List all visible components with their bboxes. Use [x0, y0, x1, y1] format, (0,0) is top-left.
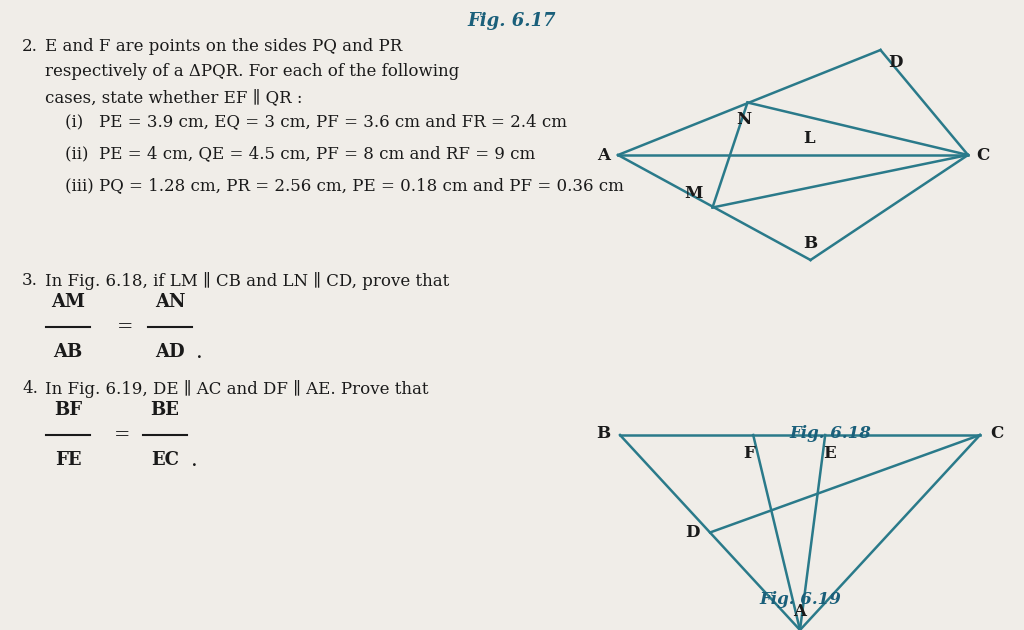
Text: AM: AM — [51, 293, 85, 311]
Text: AN: AN — [155, 293, 185, 311]
Text: 3.: 3. — [22, 272, 38, 289]
Text: 4.: 4. — [22, 380, 38, 397]
Text: In Fig. 6.18, if LM ∥ CB and LN ∥ CD, prove that: In Fig. 6.18, if LM ∥ CB and LN ∥ CD, pr… — [45, 272, 450, 290]
Text: A: A — [597, 147, 610, 164]
Text: AB: AB — [53, 343, 83, 361]
Text: (ii)  PE = 4 cm, QE = 4.5 cm, PF = 8 cm and RF = 9 cm: (ii) PE = 4 cm, QE = 4.5 cm, PF = 8 cm a… — [65, 145, 536, 162]
Text: C: C — [976, 147, 989, 164]
Text: E and F are points on the sides PQ and PR
respectively of a ΔPQR. For each of th: E and F are points on the sides PQ and P… — [45, 38, 459, 106]
Text: =: = — [117, 318, 133, 336]
Text: .: . — [191, 451, 198, 470]
Text: M: M — [684, 185, 702, 202]
Text: =: = — [114, 426, 130, 444]
Text: C: C — [990, 425, 1004, 442]
Text: AD: AD — [156, 343, 184, 361]
Text: BF: BF — [54, 401, 82, 419]
Text: EC: EC — [151, 451, 179, 469]
Text: D: D — [685, 524, 700, 541]
Text: (i)   PE = 3.9 cm, EQ = 3 cm, PF = 3.6 cm and FR = 2.4 cm: (i) PE = 3.9 cm, EQ = 3 cm, PF = 3.6 cm … — [65, 113, 567, 130]
Text: (iii) PQ = 1.28 cm, PR = 2.56 cm, PE = 0.18 cm and PF = 0.36 cm: (iii) PQ = 1.28 cm, PR = 2.56 cm, PE = 0… — [65, 177, 624, 194]
Text: In Fig. 6.19, DE ∥ AC and DF ∥ AE. Prove that: In Fig. 6.19, DE ∥ AC and DF ∥ AE. Prove… — [45, 380, 428, 398]
Text: D: D — [889, 54, 903, 71]
Text: Fig. 6.19: Fig. 6.19 — [759, 591, 841, 608]
Text: Fig. 6.18: Fig. 6.18 — [790, 425, 871, 442]
Text: B: B — [596, 425, 610, 442]
Text: A: A — [794, 603, 807, 620]
Text: E: E — [823, 445, 836, 462]
Text: N: N — [736, 110, 751, 127]
Text: .: . — [196, 343, 203, 362]
Text: BE: BE — [151, 401, 179, 419]
Text: B: B — [804, 235, 817, 252]
Text: FE: FE — [54, 451, 81, 469]
Text: Fig. 6.17: Fig. 6.17 — [468, 12, 556, 30]
Text: 2.: 2. — [22, 38, 38, 55]
Text: F: F — [743, 445, 755, 462]
Text: L: L — [803, 130, 815, 147]
